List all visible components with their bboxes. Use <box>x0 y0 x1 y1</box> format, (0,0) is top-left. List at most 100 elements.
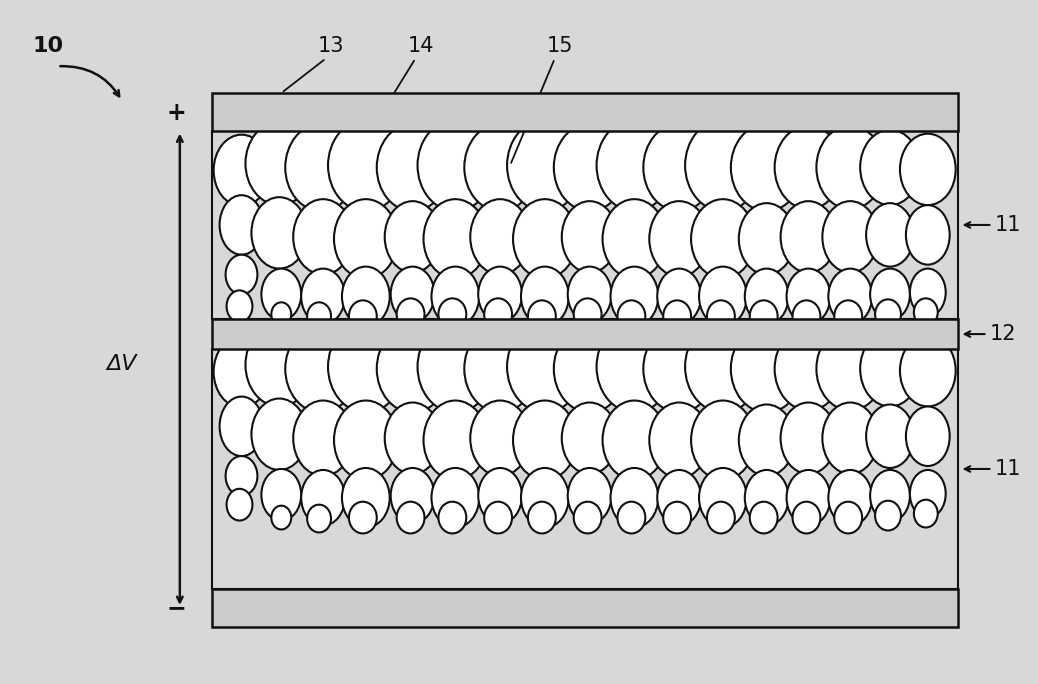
Ellipse shape <box>470 401 530 476</box>
Ellipse shape <box>508 321 582 412</box>
Ellipse shape <box>554 325 626 412</box>
Ellipse shape <box>432 468 480 527</box>
Ellipse shape <box>835 501 863 534</box>
Ellipse shape <box>334 401 398 480</box>
Ellipse shape <box>464 325 536 412</box>
Bar <box>212 319 958 349</box>
Ellipse shape <box>568 468 611 523</box>
Ellipse shape <box>328 120 404 211</box>
Ellipse shape <box>828 269 872 324</box>
Ellipse shape <box>385 201 440 272</box>
Ellipse shape <box>913 298 937 326</box>
Text: 14: 14 <box>407 36 434 56</box>
Ellipse shape <box>568 267 611 322</box>
Ellipse shape <box>484 298 512 330</box>
Ellipse shape <box>861 331 920 406</box>
Ellipse shape <box>225 254 257 294</box>
Ellipse shape <box>293 401 353 476</box>
Ellipse shape <box>285 325 357 412</box>
Ellipse shape <box>554 124 626 211</box>
Ellipse shape <box>900 133 956 205</box>
Ellipse shape <box>774 126 842 209</box>
Ellipse shape <box>226 291 252 322</box>
Ellipse shape <box>438 298 466 330</box>
Ellipse shape <box>220 195 264 254</box>
Ellipse shape <box>226 489 252 521</box>
Ellipse shape <box>875 501 901 531</box>
Ellipse shape <box>508 120 582 211</box>
Ellipse shape <box>301 269 345 324</box>
Ellipse shape <box>739 203 794 274</box>
Ellipse shape <box>245 122 313 205</box>
Ellipse shape <box>906 406 950 466</box>
Ellipse shape <box>574 501 602 534</box>
Ellipse shape <box>521 267 569 326</box>
Ellipse shape <box>870 470 910 521</box>
Ellipse shape <box>817 327 884 410</box>
Ellipse shape <box>424 199 487 278</box>
Ellipse shape <box>749 300 777 332</box>
Ellipse shape <box>438 501 466 534</box>
Bar <box>212 349 958 589</box>
Ellipse shape <box>349 300 377 332</box>
Ellipse shape <box>913 500 937 527</box>
Ellipse shape <box>618 300 646 332</box>
Ellipse shape <box>390 267 435 322</box>
Ellipse shape <box>397 501 425 534</box>
Ellipse shape <box>781 402 837 474</box>
Ellipse shape <box>220 397 264 456</box>
Ellipse shape <box>293 199 353 274</box>
Ellipse shape <box>866 203 913 267</box>
Ellipse shape <box>707 501 735 534</box>
Ellipse shape <box>285 124 357 211</box>
Ellipse shape <box>245 323 313 406</box>
Ellipse shape <box>699 267 746 326</box>
Ellipse shape <box>644 325 715 412</box>
Ellipse shape <box>787 269 830 324</box>
Ellipse shape <box>424 401 487 480</box>
Text: 13: 13 <box>318 36 345 56</box>
Ellipse shape <box>385 402 440 474</box>
Ellipse shape <box>307 505 331 532</box>
Ellipse shape <box>390 468 435 523</box>
Ellipse shape <box>822 402 878 474</box>
Ellipse shape <box>251 399 307 470</box>
Ellipse shape <box>910 269 946 316</box>
Bar <box>212 131 958 319</box>
Ellipse shape <box>707 300 735 332</box>
Ellipse shape <box>417 321 493 412</box>
Ellipse shape <box>906 205 950 265</box>
Ellipse shape <box>597 321 673 412</box>
Ellipse shape <box>602 199 666 278</box>
Ellipse shape <box>866 404 913 468</box>
Ellipse shape <box>214 336 269 408</box>
Ellipse shape <box>618 501 646 534</box>
Ellipse shape <box>513 401 577 480</box>
Ellipse shape <box>328 321 404 412</box>
Ellipse shape <box>793 300 820 332</box>
Ellipse shape <box>262 469 301 521</box>
Ellipse shape <box>417 120 493 211</box>
Ellipse shape <box>663 300 691 332</box>
Ellipse shape <box>774 327 842 410</box>
Ellipse shape <box>731 325 802 412</box>
Ellipse shape <box>749 501 777 534</box>
Ellipse shape <box>464 124 536 211</box>
Ellipse shape <box>781 201 837 272</box>
Ellipse shape <box>484 501 512 534</box>
Text: −: − <box>167 596 187 620</box>
Ellipse shape <box>691 199 755 278</box>
Ellipse shape <box>835 300 863 332</box>
Text: ΔV: ΔV <box>107 354 137 374</box>
Text: 11: 11 <box>994 459 1021 479</box>
Ellipse shape <box>349 501 377 534</box>
Ellipse shape <box>574 298 602 330</box>
Ellipse shape <box>787 470 830 525</box>
Ellipse shape <box>745 470 789 525</box>
Ellipse shape <box>900 335 956 406</box>
Ellipse shape <box>262 269 301 320</box>
Ellipse shape <box>828 470 872 525</box>
Ellipse shape <box>745 269 789 324</box>
Text: 10: 10 <box>32 36 63 56</box>
Ellipse shape <box>910 470 946 518</box>
